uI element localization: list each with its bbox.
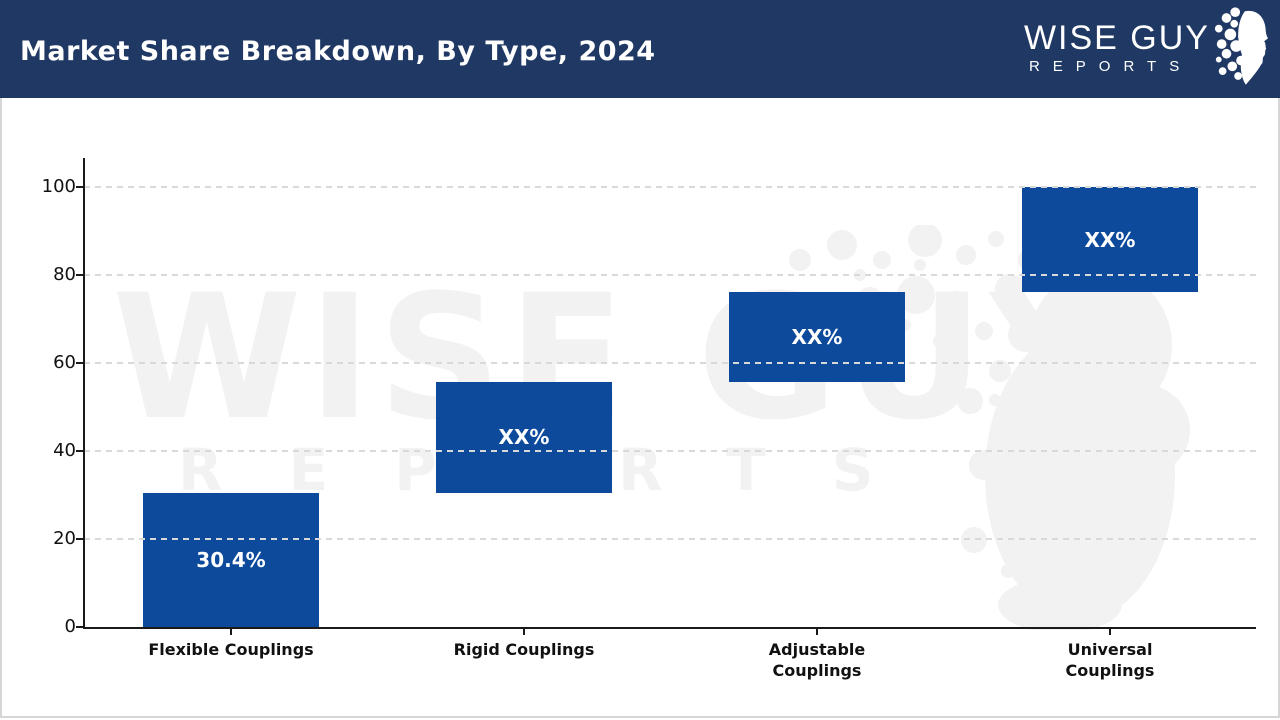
x-category-label-line: Couplings [772, 661, 862, 680]
y-tick-mark [76, 273, 83, 276]
bar-value-label: 30.4% [196, 547, 266, 572]
x-category-label: Rigid Couplings [409, 639, 639, 660]
y-tick-label: 60 [53, 351, 76, 373]
x-category-label-line: Couplings [1065, 661, 1155, 680]
bar-1 [143, 493, 319, 627]
x-category-label: Universal Couplings [995, 639, 1225, 681]
x-category-label: Adjustable Couplings [702, 639, 932, 681]
y-gridline [84, 537, 1256, 540]
y-tick-label: 0 [64, 615, 76, 637]
x-axis-line [83, 627, 1256, 629]
y-gridline [84, 361, 1256, 364]
page-title: Market Share Breakdown, By Type, 2024 [20, 36, 656, 67]
bar-value-label: XX% [791, 324, 843, 349]
y-tick-label: 80 [53, 263, 76, 285]
y-tick-mark [76, 361, 83, 364]
x-tick-mark [1109, 629, 1111, 635]
x-tick-mark [816, 629, 818, 635]
bar-value-label: XX% [1084, 227, 1136, 252]
x-category-label-line: Rigid Couplings [453, 640, 595, 659]
logo-text: WISE GUY REPORTS [1024, 20, 1210, 75]
bar-3 [729, 292, 905, 382]
x-tick-mark [523, 629, 525, 635]
y-axis-line [83, 158, 85, 629]
y-tick-label: 40 [53, 439, 76, 461]
x-category-label-line: Flexible Couplings [148, 640, 314, 659]
y-gridline [84, 273, 1256, 276]
x-category-label-line: Adjustable [768, 640, 866, 659]
y-tick-mark [76, 537, 83, 540]
x-category-label-line: Universal [1067, 640, 1153, 659]
x-category-label: Flexible Couplings [116, 639, 346, 660]
x-tick-mark [230, 629, 232, 635]
wiseguy-logo: WISE GUY REPORTS [1024, 6, 1270, 88]
y-tick-mark [76, 186, 83, 188]
bar-2 [436, 381, 612, 494]
header-bar: Market Share Breakdown, By Type, 2024 WI… [0, 0, 1280, 98]
logo-tagline: REPORTS [1028, 57, 1193, 75]
y-gridline [84, 186, 1256, 188]
bar-value-label: XX% [498, 425, 550, 450]
y-tick-mark [76, 449, 83, 452]
y-gridline [84, 449, 1256, 452]
watermark-face-icon [783, 225, 1190, 630]
logo-wordmark: WISE GUY [1023, 18, 1210, 57]
y-tick-label: 100 [41, 176, 76, 197]
logo-face-icon [1214, 7, 1269, 85]
y-tick-mark [76, 625, 83, 628]
y-tick-label: 20 [53, 527, 76, 549]
